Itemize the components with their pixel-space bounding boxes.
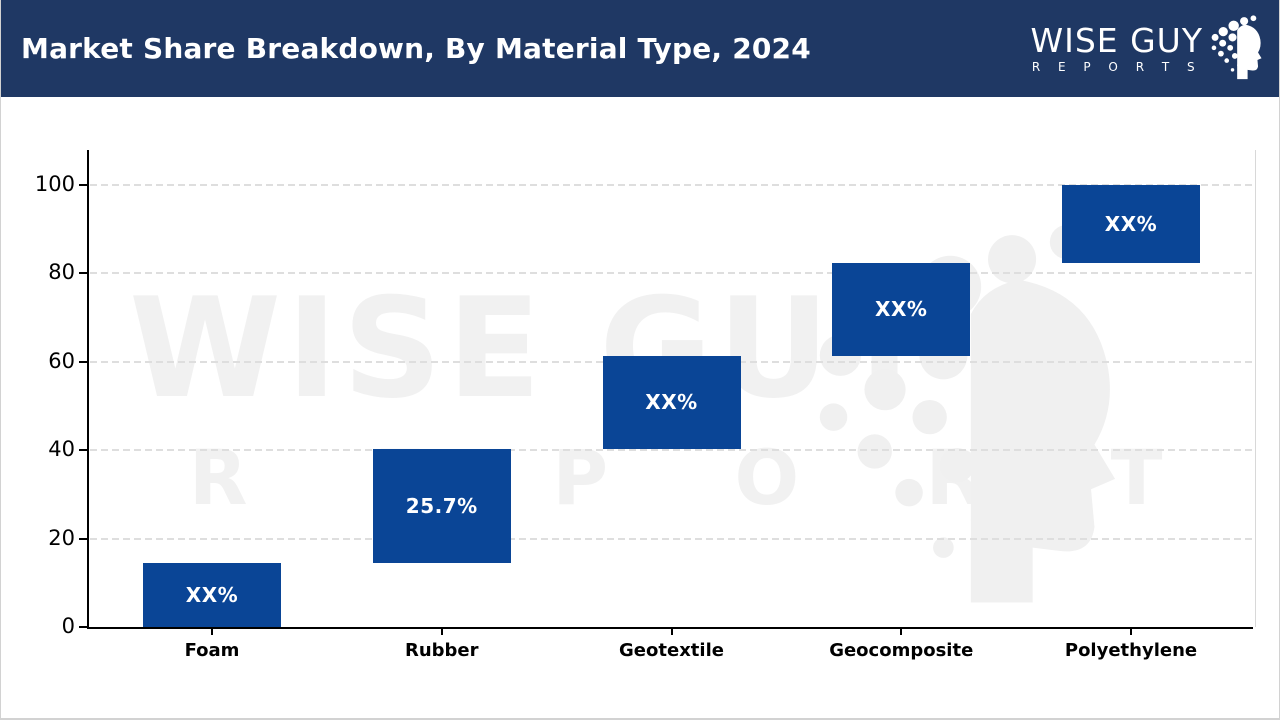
logo-text: WISE GUY R E P O R T S	[1030, 24, 1203, 74]
x-tick-label-geotextile: Geotextile	[619, 640, 724, 661]
x-tick-label-foam: Foam	[184, 640, 240, 661]
gridline-20	[90, 537, 1253, 540]
y-tick-label-100: 100	[34, 172, 75, 196]
x-axis-line	[87, 627, 1253, 629]
header: Market Share Breakdown, By Material Type…	[1, 0, 1279, 97]
logo-subtext: R E P O R T S	[1031, 59, 1202, 74]
y-axis-line	[87, 150, 89, 629]
y-tick-label-60: 60	[48, 348, 75, 373]
x-tick-label-polyethylene: Polyethylene	[1064, 640, 1198, 661]
y-tick-label-80: 80	[48, 260, 75, 285]
y-tick-80	[79, 272, 87, 275]
chart-title: Market Share Breakdown, By Material Type…	[21, 32, 811, 65]
bar-value-label: XX%	[645, 390, 698, 415]
bar-geotextile: XX%	[602, 355, 741, 450]
bar-value-label: XX%	[185, 582, 239, 607]
y-tick-label-20: 20	[48, 525, 75, 550]
x-tick-polyethylene	[1130, 629, 1132, 635]
gridline-80	[90, 272, 1253, 275]
x-tick-geotextile	[670, 629, 673, 635]
x-tick-geocomposite	[900, 629, 903, 635]
y-tick-100	[79, 184, 87, 186]
y-tick-0	[79, 626, 87, 628]
y-tick-20	[79, 537, 87, 540]
bar-value-label: XX%	[1104, 211, 1158, 236]
bar-polyethylene: XX%	[1062, 185, 1200, 263]
y-tick-label-0: 0	[61, 614, 75, 638]
bar-value-label: 25.7%	[405, 494, 478, 519]
x-tick-label-rubber: Rubber	[404, 640, 479, 661]
wise-guy-logo: WISE GUY R E P O R T S	[1030, 11, 1265, 87]
logo-wordmark: WISE GUY	[1030, 20, 1203, 60]
gridline-40	[90, 449, 1253, 452]
bar-value-label: XX%	[875, 297, 928, 322]
bar-rubber: 25.7%	[372, 449, 511, 563]
bar-geocomposite: XX%	[832, 262, 971, 356]
gridline-100	[90, 184, 1253, 186]
x-tick-foam	[211, 629, 213, 635]
x-tick-label-geocomposite: Geocomposite	[829, 640, 974, 661]
x-tick-rubber	[440, 629, 443, 635]
bar-foam: XX%	[143, 562, 281, 627]
y-tick-40	[79, 449, 87, 452]
dotted-head-icon	[1211, 14, 1262, 79]
y-tick-label-40: 40	[48, 437, 75, 462]
y-tick-60	[79, 360, 87, 363]
right-axis-line	[1255, 150, 1256, 627]
